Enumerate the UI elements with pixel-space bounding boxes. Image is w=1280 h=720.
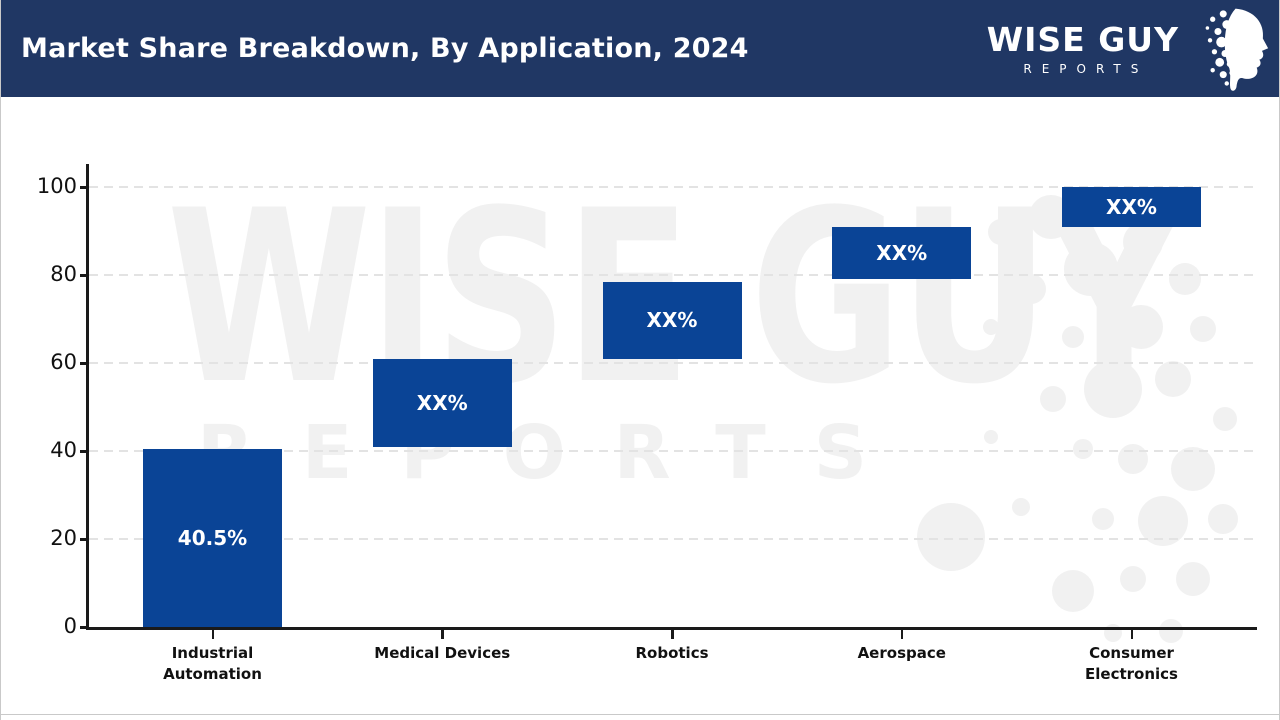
logo-wordmark-line1: WISE GUY	[986, 20, 1179, 59]
x-category-label-robotics: Robotics	[635, 644, 709, 662]
y-tick-mark-0	[80, 626, 89, 629]
y-tick-mark-100	[80, 186, 89, 189]
y-tick-label-0: 0	[63, 614, 77, 638]
gridline-100	[89, 186, 1257, 188]
gridline-40	[89, 450, 1257, 452]
y-tick-mark-40	[80, 450, 89, 453]
gridline-80	[89, 274, 1257, 276]
x-tick-mark-medical-devices	[441, 630, 444, 639]
y-tick-label-60: 60	[50, 350, 77, 374]
logo-wordmark: WISE GUY REPORTS	[987, 20, 1179, 76]
y-tick-label-100: 100	[36, 174, 77, 198]
bar-aerospace: XX%	[832, 226, 972, 280]
bar-value-label-medical-devices: XX%	[416, 390, 468, 415]
gridline-60	[89, 362, 1257, 364]
bar-industrial-automation: 40.5%	[143, 448, 282, 627]
page-title: Market Share Breakdown, By Application, …	[21, 33, 749, 64]
y-tick-mark-20	[80, 538, 89, 541]
header-bar: Market Share Breakdown, By Application, …	[1, 0, 1279, 97]
y-tick-mark-80	[80, 274, 89, 277]
x-tick-mark-robotics	[671, 630, 674, 639]
gridline-20	[89, 538, 1257, 540]
logo-wordmark-line2: REPORTS	[1023, 62, 1149, 76]
x-tick-mark-consumer-electronics	[1130, 630, 1133, 639]
bar-value-label-robotics: XX%	[646, 308, 698, 333]
chart-area: WISE GUY REPORTS 0 20 40 60 80 100 40.5% XX% XX%…	[1, 97, 1279, 715]
bar-value-label-aerospace: XX%	[876, 240, 928, 265]
x-tick-mark-industrial-automation	[211, 630, 214, 639]
bar-medical-devices: XX%	[372, 358, 512, 447]
x-category-label-consumer-electronics: Consumer Electronics	[1085, 644, 1178, 683]
watermark-line1: WISE GUY	[166, 160, 1182, 437]
wiseguy-head-icon	[1205, 8, 1269, 91]
bar-value-label-consumer-electronics: XX%	[1106, 194, 1157, 219]
x-tick-mark-aerospace	[900, 630, 904, 639]
y-tick-label-80: 80	[50, 262, 77, 286]
x-category-label-industrial-automation: Industrial Automation	[163, 644, 262, 683]
y-tick-label-20: 20	[50, 526, 77, 550]
bar-consumer-electronics: XX%	[1062, 187, 1201, 227]
x-category-label-aerospace: Aerospace	[857, 644, 946, 662]
bar-robotics: XX%	[602, 281, 742, 359]
x-axis-line	[86, 627, 1257, 630]
y-tick-mark-60	[80, 362, 89, 365]
bar-value-label-industrial-automation: 40.5%	[177, 525, 248, 550]
y-axis-line	[86, 164, 89, 630]
x-category-label-medical-devices: Medical Devices	[374, 644, 511, 662]
wiseguy-logo: WISE GUY REPORTS	[987, 4, 1269, 94]
y-tick-label-40: 40	[50, 438, 77, 462]
